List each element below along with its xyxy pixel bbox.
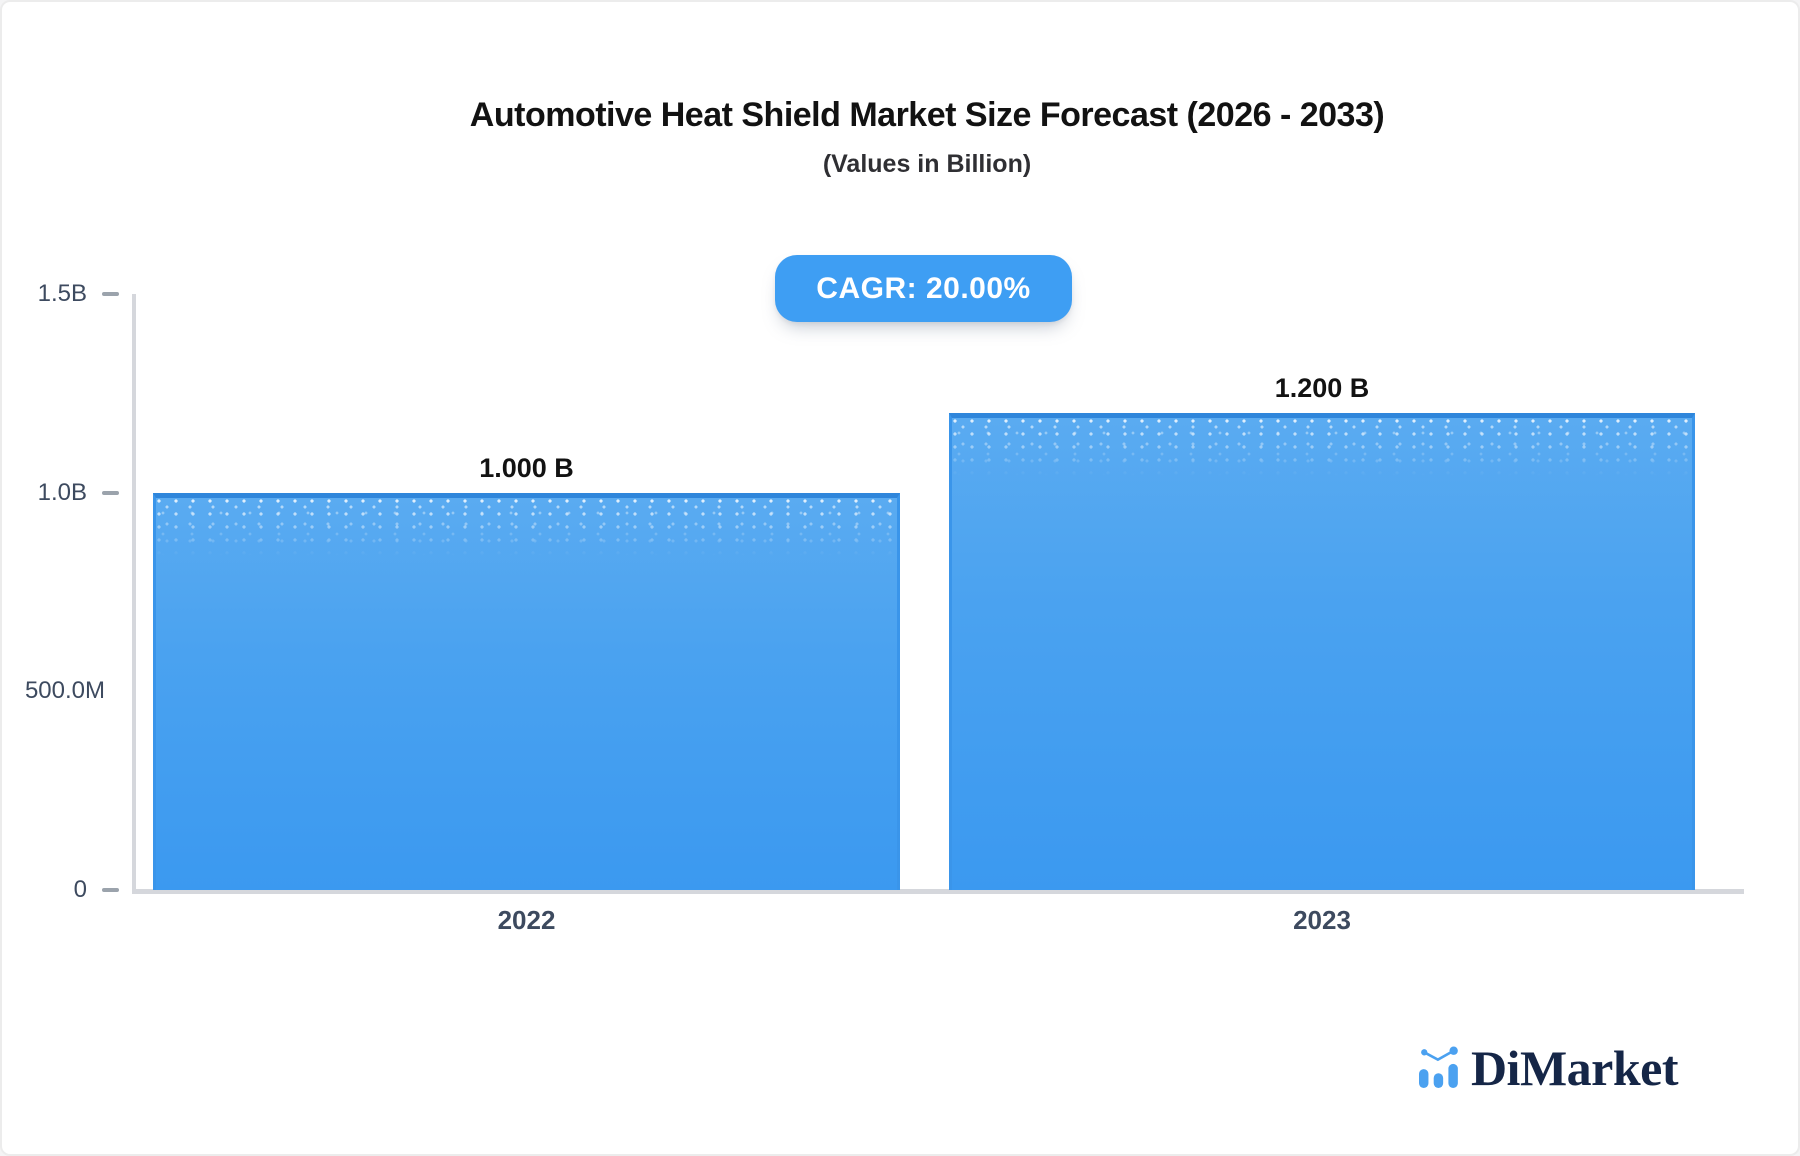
y-tick-mark xyxy=(102,292,119,296)
x-axis-label: 2023 xyxy=(1293,905,1351,935)
bar-texture xyxy=(952,418,1692,477)
chart-title: Automotive Heat Shield Market Size Forec… xyxy=(469,96,1385,134)
brand-name: DiMarket xyxy=(1470,1040,1679,1096)
brand-logo: DiMarket xyxy=(1418,1040,1679,1096)
bar-2022[interactable] xyxy=(153,492,900,890)
cagr-badge: CAGR: 20.00% xyxy=(775,255,1072,322)
y-tick-label: 1.5B xyxy=(37,280,87,307)
y-tick-label: 1.0B xyxy=(37,478,87,506)
x-axis-line xyxy=(132,889,1744,894)
y-tick-label: 500.0M xyxy=(24,677,105,705)
y-tick-label: 0 xyxy=(73,876,87,903)
y-tick-mark xyxy=(102,888,119,892)
x-axis-label: 2022 xyxy=(497,905,556,935)
y-tick-mark xyxy=(102,490,119,495)
bar-2023[interactable] xyxy=(949,413,1695,890)
chart-subtitle: (Values in Billion) xyxy=(822,150,1032,178)
bar-texture xyxy=(156,497,897,556)
y-axis-line xyxy=(132,294,136,894)
bar-value-label: 1.200 B xyxy=(1274,373,1370,404)
cagr-badge-label: CAGR: 20.00% xyxy=(816,271,1031,305)
bar-chart-logo-icon xyxy=(1418,1046,1458,1088)
bar-value-label: 1.000 B xyxy=(479,452,574,483)
